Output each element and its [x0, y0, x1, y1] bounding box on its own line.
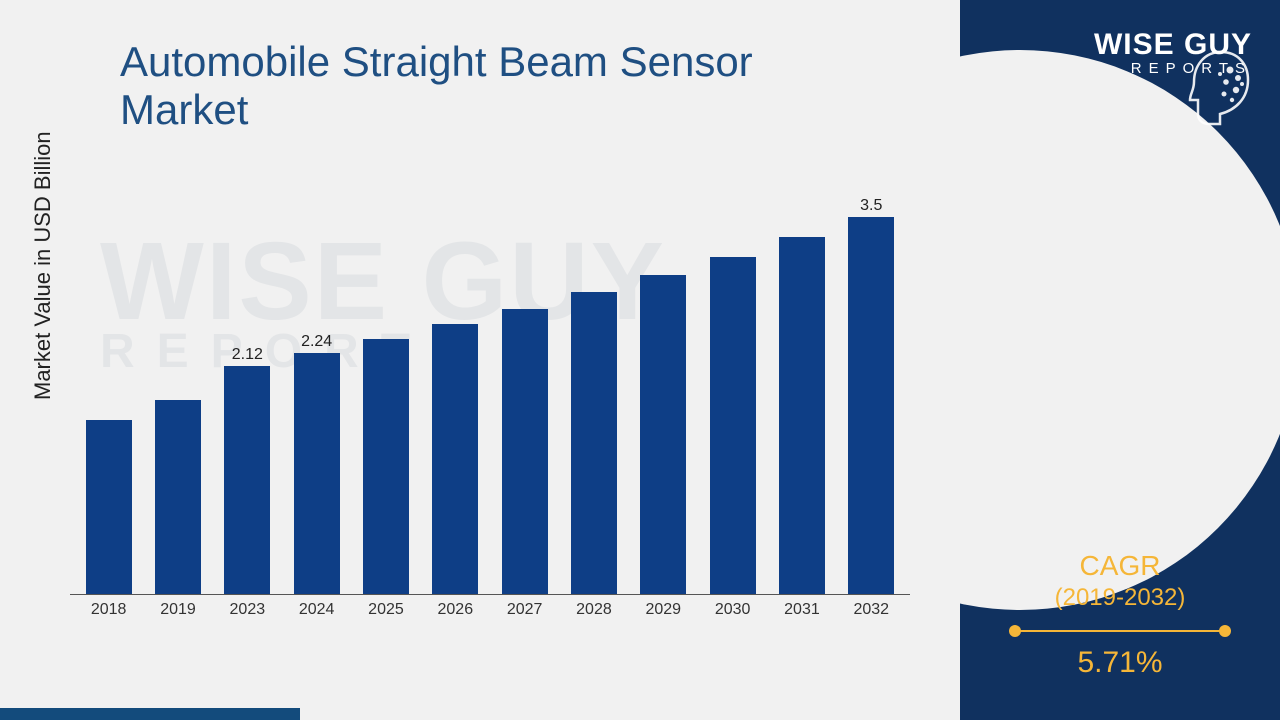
- bar: [848, 217, 894, 595]
- x-tick-label: 2018: [77, 601, 141, 619]
- panel-circle-cutout: [960, 50, 1280, 610]
- bar: [432, 324, 478, 595]
- bar-group: 2.24: [285, 333, 349, 595]
- x-tick-label: 2023: [215, 601, 279, 619]
- x-tick-label: 2032: [839, 601, 903, 619]
- bar-group: [77, 400, 141, 595]
- bar: [710, 257, 756, 595]
- x-tick-label: 2031: [770, 601, 834, 619]
- bar: [294, 353, 340, 595]
- bar: [363, 339, 409, 595]
- bar-group: [146, 380, 210, 595]
- x-tick-label: 2030: [701, 601, 765, 619]
- x-tick-label: 2028: [562, 601, 626, 619]
- bar-group: [701, 237, 765, 595]
- bar-group: [493, 289, 557, 595]
- bar: [640, 275, 686, 595]
- cagr-value: 5.71%: [960, 646, 1280, 680]
- bar-group: [423, 304, 487, 595]
- bottom-accent-strip: [0, 708, 300, 720]
- cagr-period: (2019-2032): [960, 584, 1280, 612]
- bar-group: 2.12: [215, 346, 279, 595]
- cagr-label: CAGR: [960, 550, 1280, 582]
- x-axis-labels: 2018 2019 2023 2024 2025 2026 2027 2028 2029 2030…: [70, 601, 910, 619]
- bar-group: [562, 272, 626, 595]
- bar-value-label: 2.12: [232, 346, 263, 364]
- x-tick-label: 2027: [493, 601, 557, 619]
- x-axis-line: [70, 594, 910, 595]
- chart-title: Automobile Straight Beam Sensor Market: [120, 38, 840, 135]
- bar-group: [354, 319, 418, 595]
- bar-group: 3.5: [839, 197, 903, 595]
- head-icon: [1186, 48, 1256, 128]
- y-axis-label: Market Value in USD Billion: [30, 131, 56, 400]
- bar-group: [631, 255, 695, 595]
- bars-container: 2.12 2.24 3.5: [70, 175, 910, 595]
- bar: [779, 237, 825, 595]
- bar: [86, 420, 132, 595]
- x-tick-label: 2029: [631, 601, 695, 619]
- x-tick-label: 2025: [354, 601, 418, 619]
- bar-value-label: 3.5: [860, 197, 882, 215]
- x-tick-label: 2026: [423, 601, 487, 619]
- bar-group: [770, 217, 834, 595]
- x-tick-label: 2024: [285, 601, 349, 619]
- bar: [571, 292, 617, 595]
- x-tick-label: 2019: [146, 601, 210, 619]
- bar: [502, 309, 548, 595]
- bar-value-label: 2.24: [301, 333, 332, 351]
- cagr-block: CAGR (2019-2032) 5.71%: [960, 550, 1280, 680]
- infographic-stage: WISE GUY REPORTS Automobile Straight Bea…: [0, 0, 1280, 720]
- right-panel: WISE GUY REPORTS CAGR (2019-2032) 5.71%: [960, 0, 1280, 720]
- bar-chart: 2.12 2.24 3.5: [70, 175, 910, 595]
- brand-logo: WISE GUY REPORTS: [1094, 28, 1252, 77]
- bar: [224, 366, 270, 595]
- bar: [155, 400, 201, 595]
- cagr-divider: [1015, 630, 1225, 632]
